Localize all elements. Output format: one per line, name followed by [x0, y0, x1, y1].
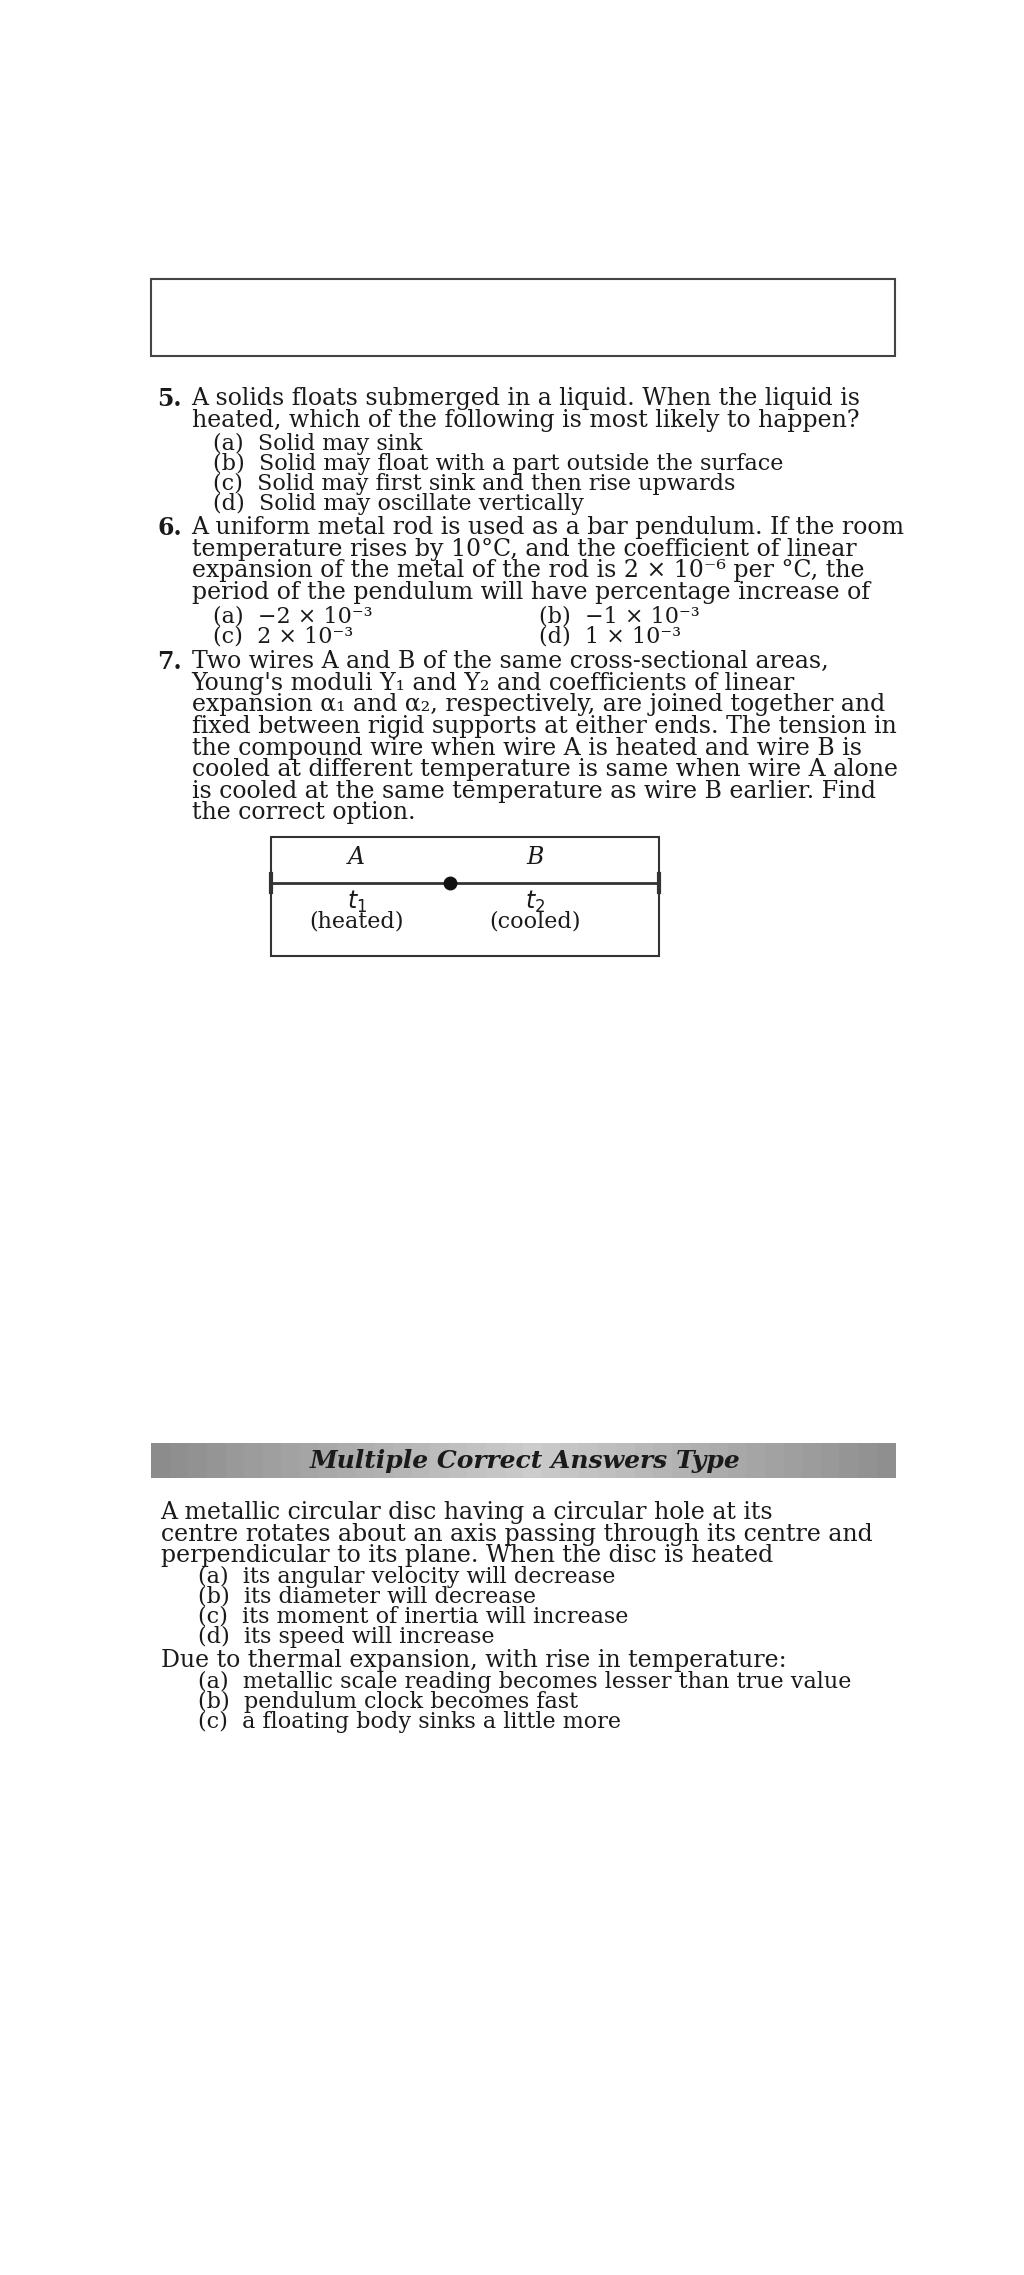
Bar: [542, 1442, 561, 1479]
Bar: [318, 1442, 338, 1479]
Text: $t_2$: $t_2$: [525, 890, 545, 915]
Bar: [728, 1442, 748, 1479]
Bar: [393, 1442, 413, 1479]
Bar: [710, 1442, 729, 1479]
Text: A: A: [348, 846, 366, 869]
Bar: [579, 1442, 598, 1479]
Bar: [783, 1442, 803, 1479]
Bar: [207, 1442, 226, 1479]
Bar: [858, 1442, 878, 1479]
Text: expansion α₁ and α₂, respectively, are joined together and: expansion α₁ and α₂, respectively, are j…: [191, 694, 885, 717]
Text: A uniform metal rod is used as a bar pendulum. If the room: A uniform metal rod is used as a bar pen…: [191, 516, 904, 539]
Text: (c)  2 × 10⁻³: (c) 2 × 10⁻³: [213, 626, 353, 648]
Bar: [505, 1442, 524, 1479]
Bar: [821, 1442, 841, 1479]
Bar: [152, 280, 895, 357]
Bar: [375, 1442, 394, 1479]
Text: 7.: 7.: [158, 651, 182, 673]
Bar: [690, 1442, 710, 1479]
Text: the correct option.: the correct option.: [191, 801, 415, 824]
Bar: [170, 1442, 189, 1479]
Bar: [412, 1442, 431, 1479]
Text: (c)  its moment of inertia will increase: (c) its moment of inertia will increase: [198, 1606, 628, 1629]
Text: Young's moduli Y₁ and Y₂ and coefficients of linear: Young's moduli Y₁ and Y₂ and coefficient…: [191, 671, 795, 694]
Text: cooled at different temperature is same when wire A alone: cooled at different temperature is same …: [191, 758, 898, 780]
Bar: [616, 1442, 636, 1479]
Bar: [467, 1442, 486, 1479]
Bar: [225, 1442, 245, 1479]
Bar: [523, 1442, 543, 1479]
Text: (b)  −1 × 10⁻³: (b) −1 × 10⁻³: [539, 605, 699, 628]
Text: fixed between rigid supports at either ends. The tension in: fixed between rigid supports at either e…: [191, 714, 896, 737]
Text: perpendicular to its plane. When the disc is heated: perpendicular to its plane. When the dis…: [161, 1545, 773, 1567]
Bar: [598, 1442, 617, 1479]
Text: (d)  1 × 10⁻³: (d) 1 × 10⁻³: [539, 626, 681, 648]
Text: (c)  Solid may first sink and then rise upwards: (c) Solid may first sink and then rise u…: [213, 473, 735, 496]
Bar: [300, 1442, 319, 1479]
Text: (d)  Solid may oscillate vertically: (d) Solid may oscillate vertically: [213, 494, 584, 516]
Text: Due to thermal expansion, with rise in temperature:: Due to thermal expansion, with rise in t…: [161, 1649, 786, 1672]
Bar: [152, 1442, 171, 1479]
Text: heated, which of the following is most likely to happen?: heated, which of the following is most l…: [191, 410, 859, 432]
Bar: [653, 1442, 673, 1479]
Text: the compound wire when wire A is heated and wire B is: the compound wire when wire A is heated …: [191, 737, 861, 760]
Text: A solids floats submerged in a liquid. When the liquid is: A solids floats submerged in a liquid. W…: [191, 387, 860, 409]
Text: $t_1$: $t_1$: [346, 890, 367, 915]
Bar: [282, 1442, 301, 1479]
Bar: [672, 1442, 691, 1479]
Text: (c)  a floating body sinks a little more: (c) a floating body sinks a little more: [198, 1711, 621, 1734]
Text: (a)  −2 × 10⁻³: (a) −2 × 10⁻³: [213, 605, 373, 628]
Bar: [802, 1442, 821, 1479]
Text: 5.: 5.: [158, 387, 182, 412]
Bar: [263, 1442, 283, 1479]
Text: expansion of the metal of the rod is 2 × 10⁻⁶ per °C, the: expansion of the metal of the rod is 2 ×…: [191, 560, 864, 582]
Bar: [356, 1442, 375, 1479]
Text: (a)  metallic scale reading becomes lesser than true value: (a) metallic scale reading becomes lesse…: [198, 1670, 851, 1693]
Text: B: B: [526, 846, 544, 869]
Text: (b)  Solid may float with a part outside the surface: (b) Solid may float with a part outside …: [213, 453, 783, 475]
Text: (cooled): (cooled): [489, 910, 581, 933]
Text: Two wires A and B of the same cross-sectional areas,: Two wires A and B of the same cross-sect…: [191, 651, 828, 673]
Text: (a)  its angular velocity will decrease: (a) its angular velocity will decrease: [198, 1565, 615, 1588]
Bar: [271, 837, 658, 955]
Text: (b)  pendulum clock becomes fast: (b) pendulum clock becomes fast: [198, 1690, 578, 1713]
Text: temperature rises by 10°C, and the coefficient of linear: temperature rises by 10°C, and the coeff…: [191, 537, 856, 562]
Text: (d)  its speed will increase: (d) its speed will increase: [198, 1627, 495, 1647]
Bar: [746, 1442, 766, 1479]
Text: (a)  Solid may sink: (a) Solid may sink: [213, 432, 423, 455]
Bar: [765, 1442, 784, 1479]
Text: period of the pendulum will have percentage increase of: period of the pendulum will have percent…: [191, 580, 869, 603]
Text: 6.: 6.: [158, 516, 182, 541]
Bar: [430, 1442, 450, 1479]
Bar: [560, 1442, 580, 1479]
Bar: [840, 1442, 859, 1479]
Text: Multiple Correct Answers Type: Multiple Correct Answers Type: [309, 1449, 740, 1472]
Bar: [245, 1442, 263, 1479]
Bar: [877, 1442, 896, 1479]
Bar: [449, 1442, 468, 1479]
Text: A metallic circular disc having a circular hole at its: A metallic circular disc having a circul…: [161, 1502, 773, 1524]
Text: centre rotates about an axis passing through its centre and: centre rotates about an axis passing thr…: [161, 1522, 872, 1545]
Text: (heated): (heated): [309, 910, 403, 933]
Bar: [635, 1442, 654, 1479]
Text: (b)  its diameter will decrease: (b) its diameter will decrease: [198, 1586, 536, 1608]
Bar: [188, 1442, 208, 1479]
Bar: [486, 1442, 506, 1479]
Text: is cooled at the same temperature as wire B earlier. Find: is cooled at the same temperature as wir…: [191, 780, 876, 803]
Bar: [337, 1442, 356, 1479]
